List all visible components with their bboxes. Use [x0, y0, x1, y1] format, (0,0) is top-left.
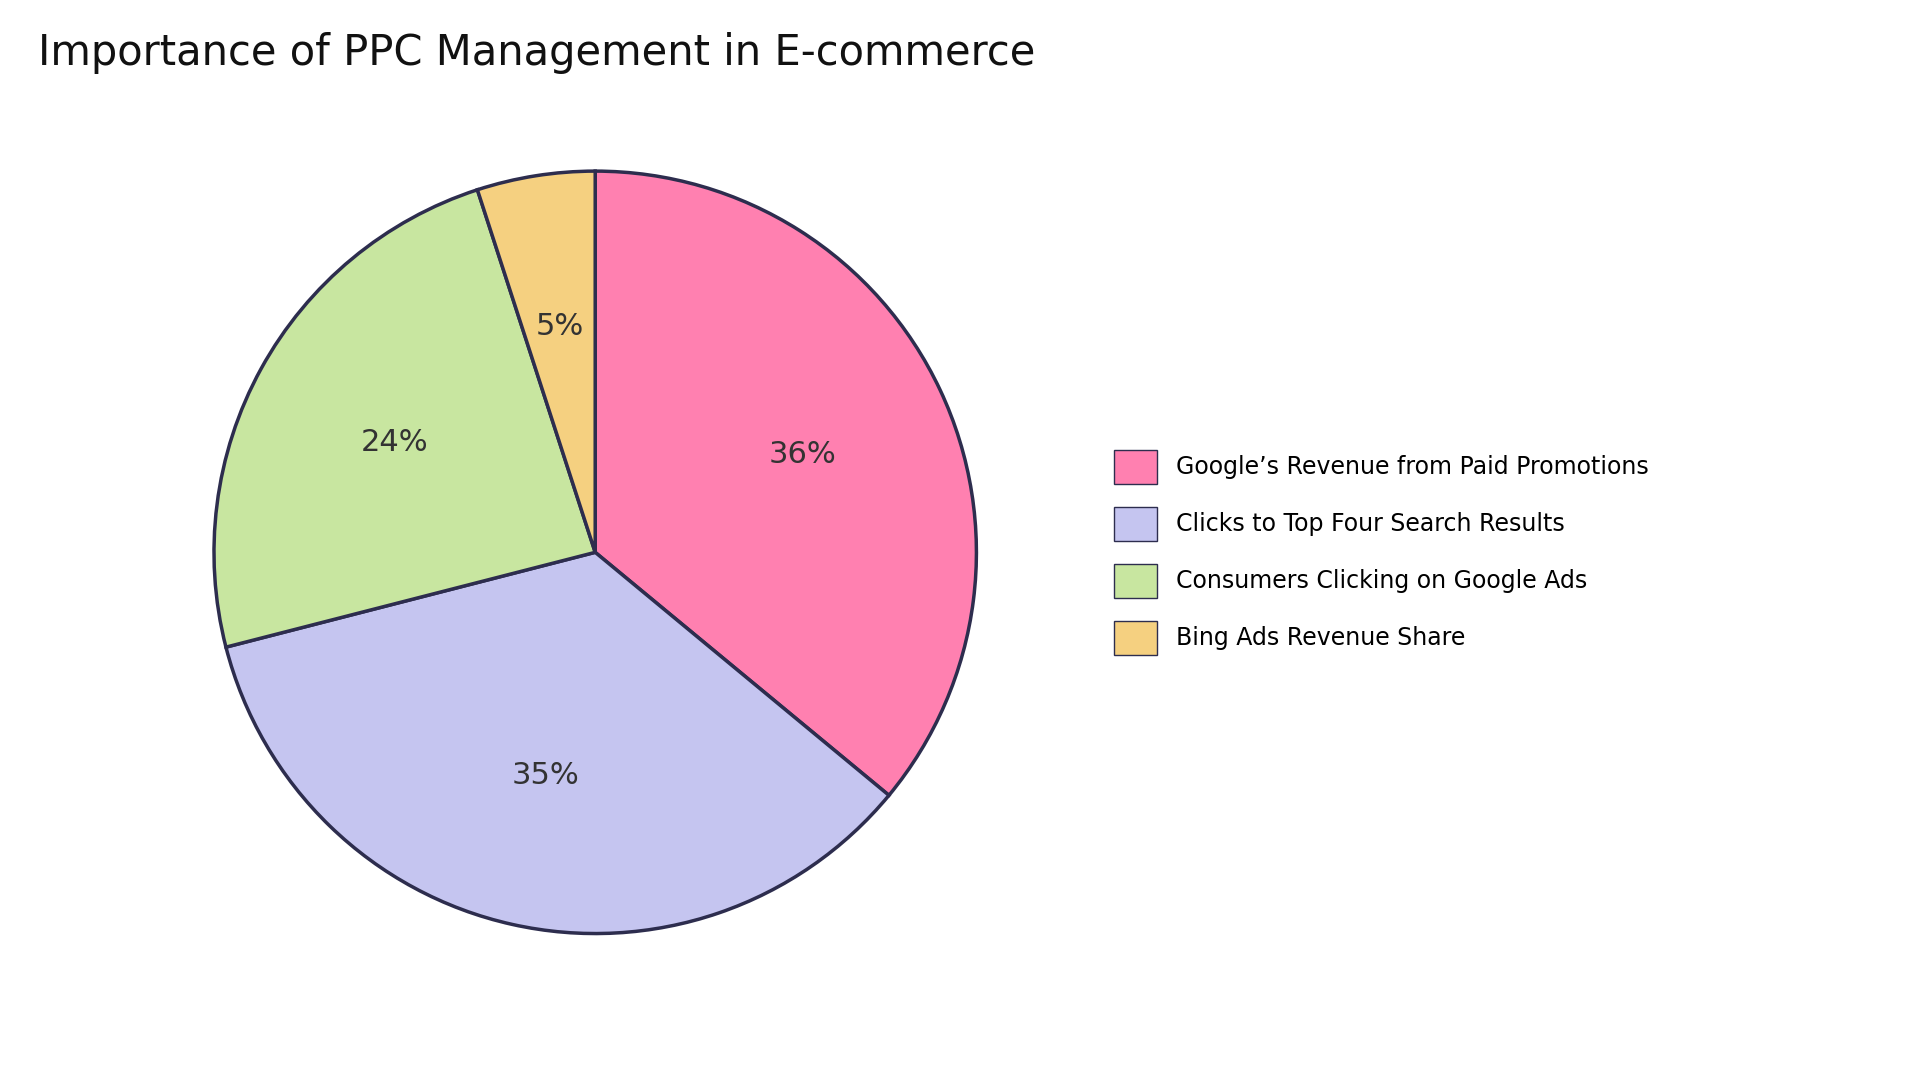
Wedge shape — [213, 190, 595, 648]
Text: 35%: 35% — [511, 761, 580, 791]
Text: 24%: 24% — [361, 428, 428, 457]
Wedge shape — [595, 171, 977, 795]
Wedge shape — [478, 171, 595, 552]
Wedge shape — [227, 552, 889, 934]
Text: 5%: 5% — [536, 312, 584, 341]
Legend: Google’s Revenue from Paid Promotions, Clicks to Top Four Search Results, Consum: Google’s Revenue from Paid Promotions, C… — [1102, 439, 1661, 666]
Text: 36%: 36% — [768, 441, 835, 469]
Text: Importance of PPC Management in E-commerce: Importance of PPC Management in E-commer… — [38, 32, 1035, 75]
